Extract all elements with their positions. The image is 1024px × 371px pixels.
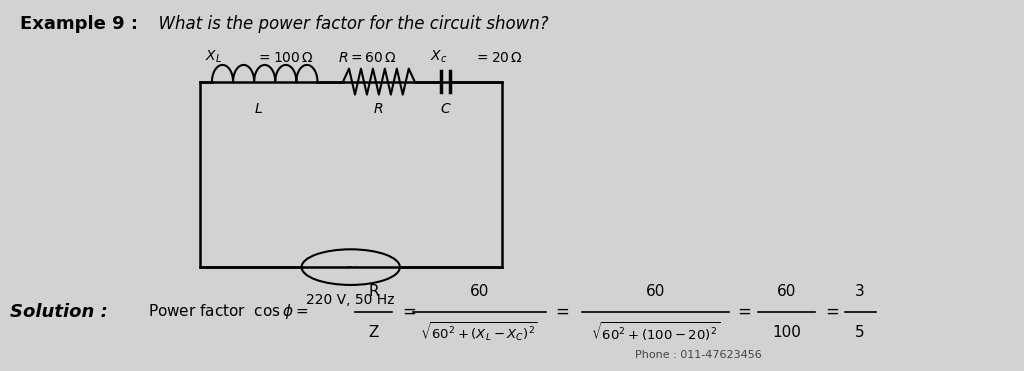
Text: Example 9 :: Example 9 : <box>20 15 138 33</box>
Text: 60: 60 <box>777 284 796 299</box>
Text: Z: Z <box>369 325 379 339</box>
Text: 5: 5 <box>855 325 865 339</box>
Text: $= 100\,\Omega$: $= 100\,\Omega$ <box>256 51 314 65</box>
Text: What is the power factor for the circuit shown?: What is the power factor for the circuit… <box>148 15 549 33</box>
Text: R: R <box>369 284 379 299</box>
Text: 220 V, 50 Hz: 220 V, 50 Hz <box>306 293 395 307</box>
Text: 60: 60 <box>646 284 665 299</box>
Text: 3: 3 <box>855 284 865 299</box>
Text: =: = <box>402 303 417 321</box>
Text: Phone : 011-47623456: Phone : 011-47623456 <box>635 350 762 360</box>
Text: =: = <box>737 303 752 321</box>
Text: $= 20\,\Omega$: $= 20\,\Omega$ <box>474 51 523 65</box>
Text: =: = <box>555 303 569 321</box>
Text: C: C <box>440 102 451 116</box>
Text: $\sqrt{60^2+(X_L-X_C)^2}$: $\sqrt{60^2+(X_L-X_C)^2}$ <box>420 321 539 343</box>
Text: $X_L$: $X_L$ <box>205 49 222 65</box>
Text: Solution :: Solution : <box>10 303 109 321</box>
Text: 60: 60 <box>470 284 488 299</box>
Text: $\sqrt{60^2+(100-20)^2}$: $\sqrt{60^2+(100-20)^2}$ <box>591 321 720 343</box>
Text: $X_c$: $X_c$ <box>430 49 447 65</box>
Text: $R= 60\,\Omega$: $R= 60\,\Omega$ <box>338 51 396 65</box>
Text: R: R <box>374 102 384 116</box>
Text: ~: ~ <box>344 260 357 275</box>
Text: Power factor  $\cos\phi =$: Power factor $\cos\phi =$ <box>148 302 308 321</box>
Text: L: L <box>255 102 262 116</box>
Text: =: = <box>825 303 840 321</box>
Text: 100: 100 <box>772 325 801 339</box>
